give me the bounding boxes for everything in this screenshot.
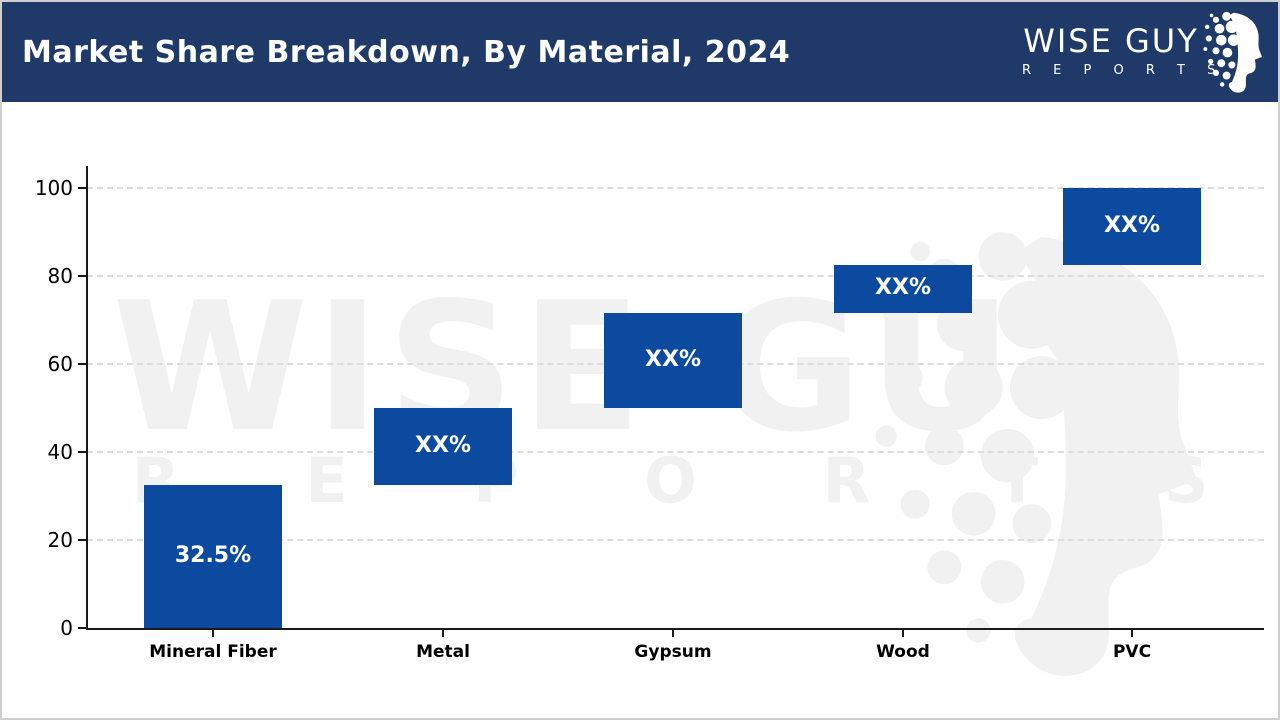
bar-value-label: XX% <box>875 275 931 301</box>
chart-title: Market Share Breakdown, By Material, 202… <box>22 35 791 70</box>
y-tick-label: 40 <box>47 440 73 464</box>
y-axis-tick <box>78 275 86 277</box>
bar-mineral-fiber <box>144 485 282 628</box>
x-tick-label: PVC <box>1112 642 1152 662</box>
x-axis-tick <box>442 630 444 637</box>
x-tick-label: Mineral Fiber <box>149 642 277 662</box>
gridline <box>87 539 1264 541</box>
x-axis-tick <box>672 630 674 637</box>
y-axis-tick <box>78 451 86 453</box>
bar-value-label: XX% <box>415 432 471 458</box>
y-tick-label: 100 <box>34 176 73 200</box>
wise-guy-reports-logo: WISE GUY R E P O R T S <box>1022 6 1272 98</box>
x-tick-label: Gypsum <box>634 642 712 662</box>
x-axis-tick <box>1131 630 1133 637</box>
y-tick-label: 0 <box>60 616 73 640</box>
bar-gypsum <box>604 313 742 408</box>
gridline <box>87 187 1264 189</box>
x-tick-label: Wood <box>876 642 930 662</box>
y-tick-label: 80 <box>47 264 73 288</box>
y-axis-tick <box>78 627 86 629</box>
bar-value-label: XX% <box>1104 212 1160 238</box>
x-tick-label: Metal <box>416 642 470 662</box>
x-axis-tick <box>902 630 904 637</box>
y-axis-line <box>86 166 88 630</box>
y-tick-label: 60 <box>47 352 73 376</box>
watermark-wordmark: WISE GUY <box>112 264 1154 471</box>
x-axis-line <box>86 628 1264 630</box>
y-tick-label: 20 <box>47 528 73 552</box>
y-axis-tick <box>78 187 86 189</box>
header-bar: Market Share Breakdown, By Material, 202… <box>2 2 1278 102</box>
logo-text: WISE GUY R E P O R T S <box>1022 22 1225 78</box>
bar-value-label: 32.5% <box>174 542 252 568</box>
logo-subtitle: R E P O R T S <box>1022 63 1225 78</box>
gridline <box>87 451 1264 453</box>
bar-metal <box>374 408 512 485</box>
bar-wood <box>834 265 972 314</box>
gridline <box>87 275 1264 277</box>
x-axis-tick <box>212 630 214 637</box>
y-axis-tick <box>78 363 86 365</box>
bar-pvc <box>1063 188 1201 265</box>
bar-value-label: XX% <box>645 346 701 372</box>
logo-face-icon <box>1203 11 1262 93</box>
logo-wordmark: WISE GUY <box>1023 22 1199 60</box>
y-axis-tick <box>78 539 86 541</box>
